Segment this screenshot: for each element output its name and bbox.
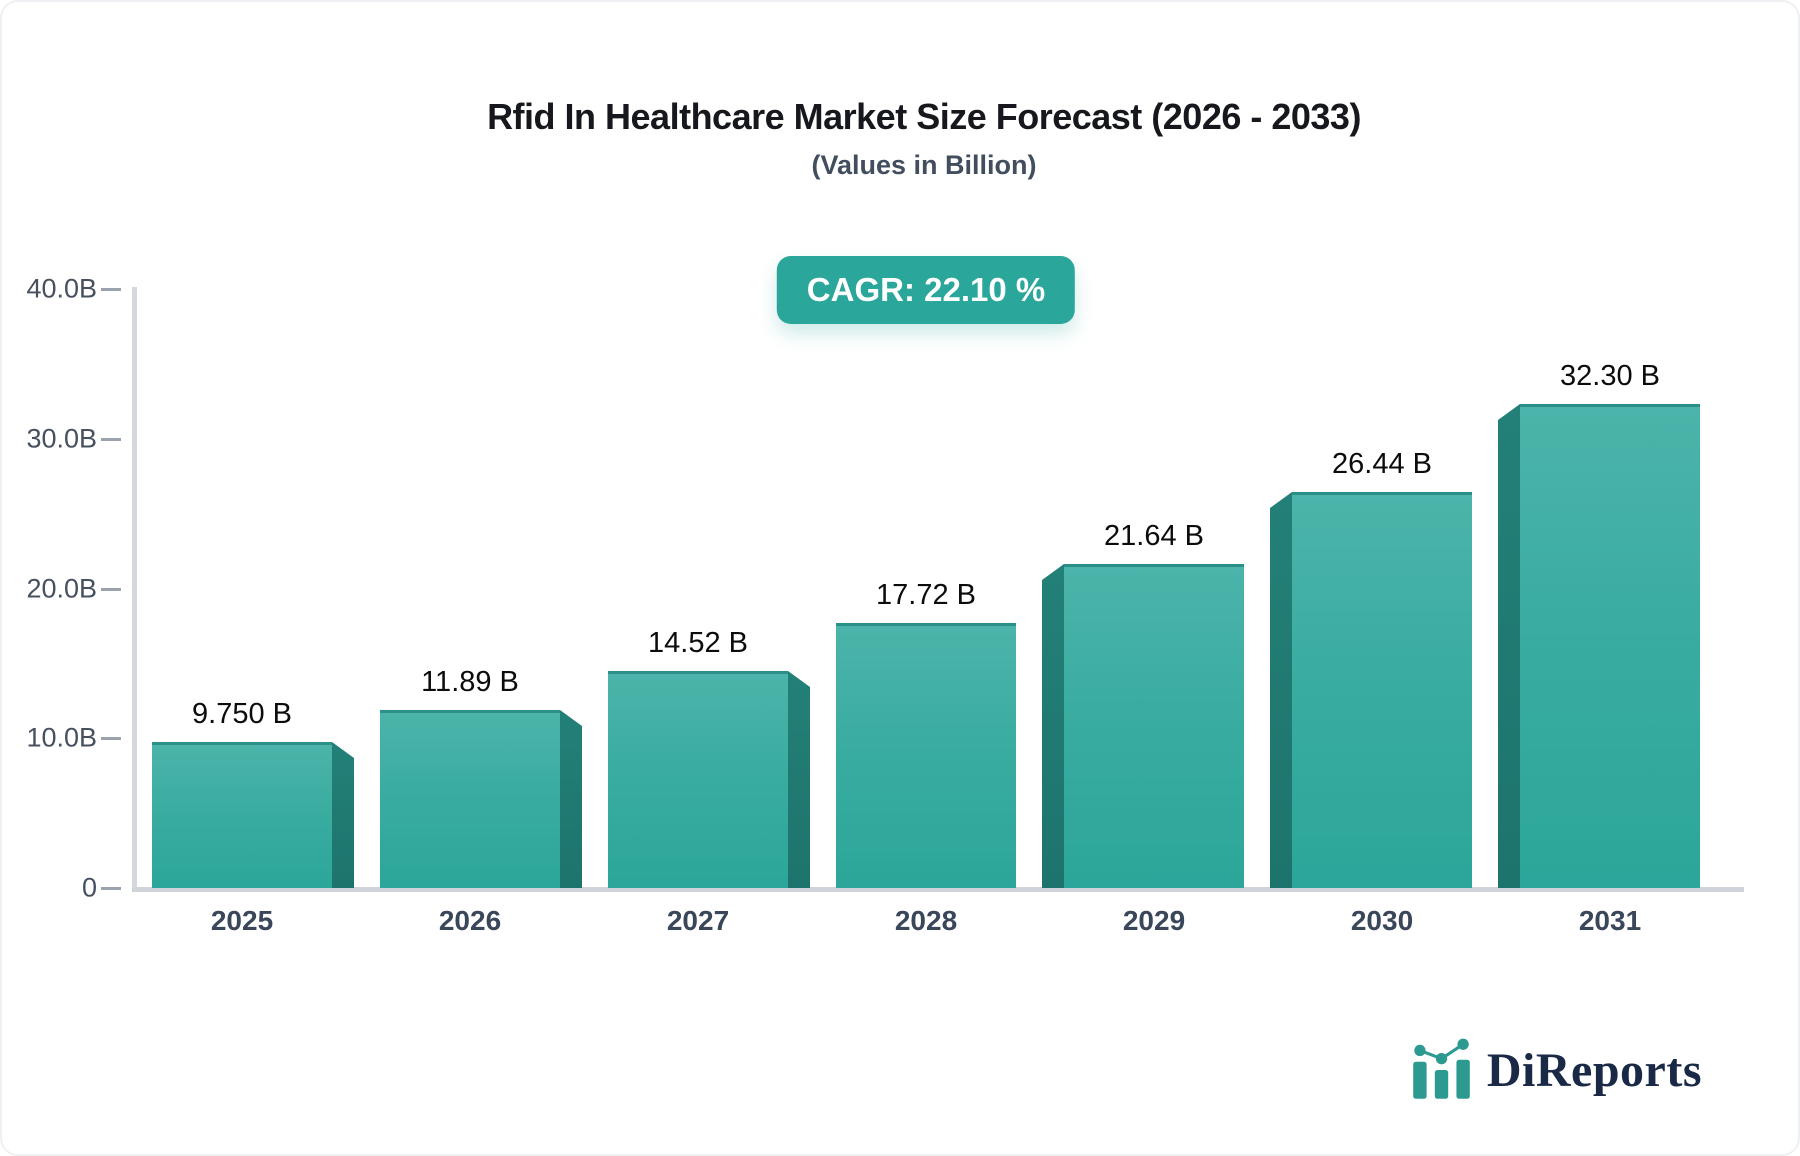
x-axis-label-2028: 2028	[894, 905, 958, 936]
bar-side-2031	[1498, 404, 1520, 888]
x-axis-label-2029: 2029	[1122, 905, 1186, 936]
bar-side-2030	[1270, 492, 1292, 888]
y-tick	[101, 288, 121, 291]
bar-value-label: 32.30 B	[1560, 360, 1660, 392]
bar-2031[interactable]	[1520, 404, 1700, 888]
bar-2027[interactable]	[608, 671, 788, 888]
brand-name: DiReports	[1486, 1043, 1702, 1097]
bar-2030[interactable]	[1292, 492, 1472, 888]
y-axis-line	[132, 287, 137, 892]
y-tick-label: 20.0B	[26, 573, 97, 603]
bar-2025[interactable]	[152, 742, 332, 888]
bar-value-label: 9.750 B	[192, 698, 292, 730]
x-axis-label-2031: 2031	[1578, 905, 1642, 936]
bar-2026[interactable]	[380, 710, 560, 888]
y-tick	[101, 887, 121, 890]
bar-value-label: 14.52 B	[648, 627, 748, 659]
y-tick-label: 10.0B	[26, 722, 97, 753]
bar-value-label: 17.72 B	[876, 579, 976, 611]
bar-2029[interactable]	[1064, 564, 1244, 888]
x-axis-label-2026: 2026	[438, 905, 502, 936]
cagr-badge: CAGR: 22.10 %	[776, 256, 1076, 324]
x-axis-label-2027: 2027	[666, 905, 730, 936]
bar-side-2029	[1042, 564, 1064, 888]
bar-value-label: 21.64 B	[1104, 520, 1204, 552]
bar-side-2025	[332, 742, 354, 888]
y-tick-label: 30.0B	[26, 423, 97, 454]
bar-value-label: 26.44 B	[1332, 448, 1432, 480]
bar-2028[interactable]	[836, 623, 1016, 888]
y-tick	[101, 437, 121, 441]
chart-title: Rfid In Healthcare Market Size Forecast …	[487, 96, 1361, 137]
bar-side-2027	[788, 671, 810, 888]
chart-subtitle: (Values in Billion)	[811, 150, 1037, 180]
x-axis-label-2025: 2025	[210, 905, 274, 936]
bar-value-label: 11.89 B	[421, 666, 519, 698]
y-tick	[101, 737, 121, 741]
bar-side-2026	[560, 710, 582, 888]
brand-logo: DiReports	[1405, 1034, 1702, 1106]
y-tick-label: 0	[81, 872, 97, 903]
bar-chart-trend-icon	[1413, 1038, 1470, 1099]
y-tick	[101, 587, 121, 591]
x-axis-label-2030: 2030	[1350, 905, 1414, 936]
x-axis-line	[132, 887, 1744, 892]
y-tick-label: 40.0B	[26, 273, 97, 304]
